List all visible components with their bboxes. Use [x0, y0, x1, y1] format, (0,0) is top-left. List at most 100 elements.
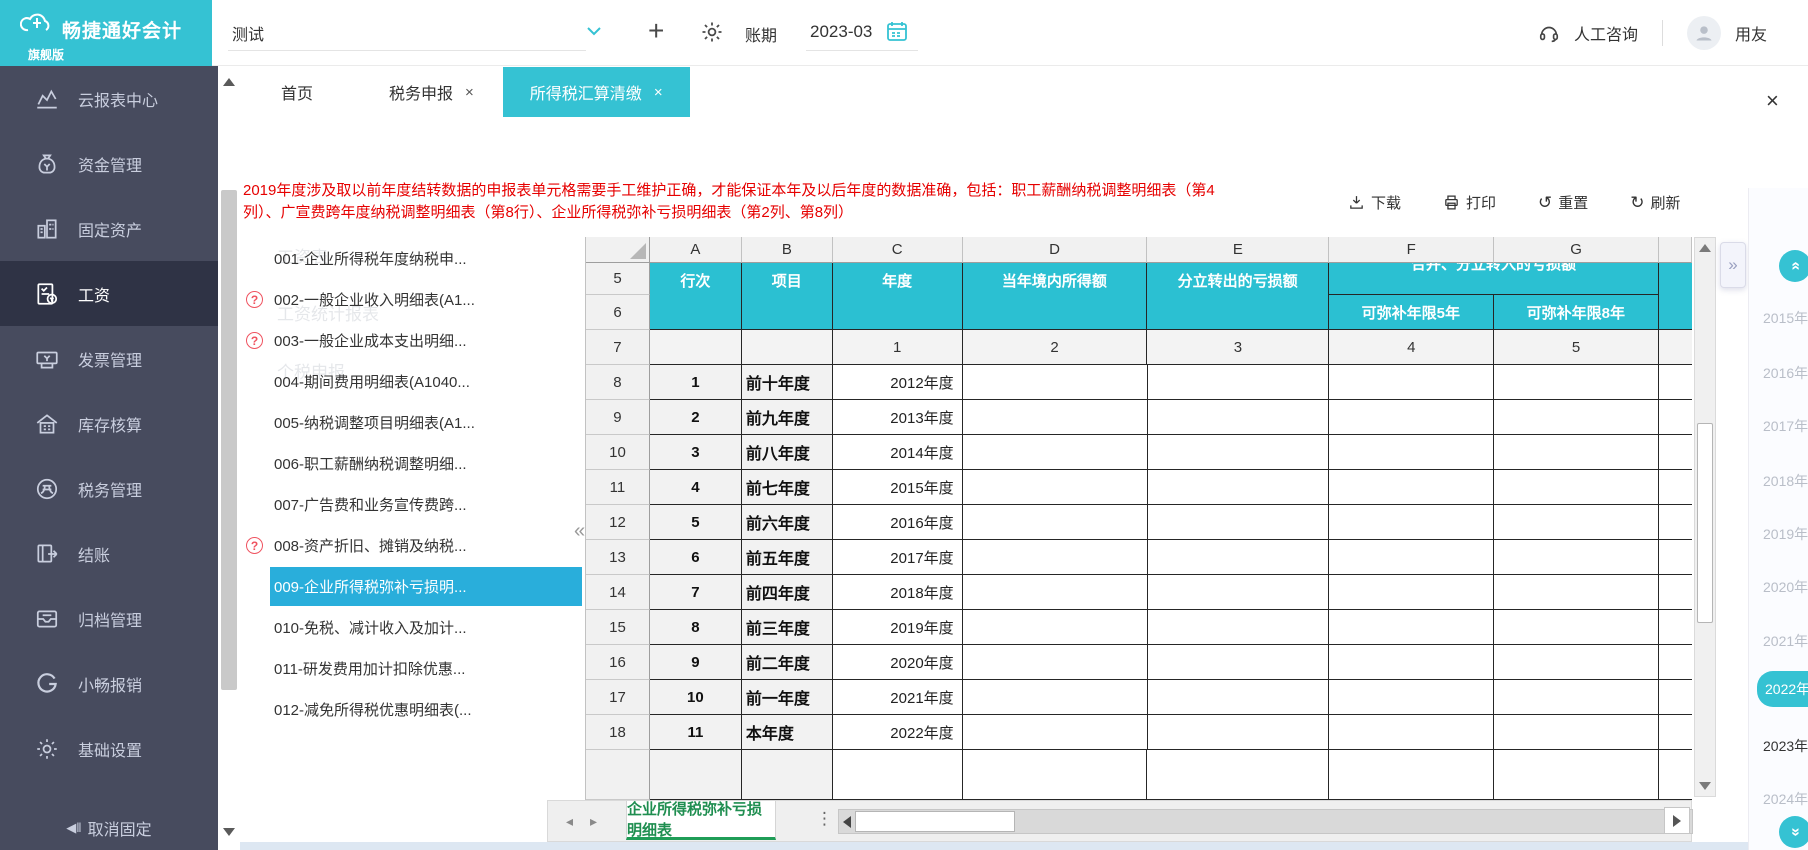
- add-account-button[interactable]: +: [648, 15, 665, 46]
- cell-year[interactable]: 2020年度: [832, 645, 963, 680]
- cell[interactable]: [832, 750, 963, 800]
- list-item[interactable]: 007-广告费和业务宣传费跨...: [240, 484, 582, 525]
- list-item[interactable]: ? 008-资产折旧、摊销及纳税...: [240, 525, 582, 566]
- report-label[interactable]: 005-纳税调整项目明细表(A1...: [274, 415, 475, 432]
- scroll-left-arrow[interactable]: [843, 816, 851, 828]
- report-label[interactable]: 006-职工薪酬纳税调整明细...: [274, 456, 467, 473]
- sidebar-item-archive[interactable]: 归档管理: [0, 586, 218, 651]
- cell-item[interactable]: 前六年度: [741, 505, 833, 540]
- cell-item[interactable]: 前九年度: [741, 400, 833, 435]
- cell[interactable]: [1147, 435, 1330, 470]
- cell[interactable]: [962, 715, 1148, 750]
- human-help-link[interactable]: 人工咨询: [1574, 27, 1639, 44]
- report-label[interactable]: 002-一般企业收入明细表(A1...: [274, 292, 475, 309]
- cell-item[interactable]: 前二年度: [741, 645, 833, 680]
- cell[interactable]: [962, 365, 1148, 400]
- cell-item[interactable]: 本年度: [741, 715, 833, 750]
- cell[interactable]: [1329, 610, 1495, 645]
- help-question-icon[interactable]: ?: [246, 291, 263, 308]
- cell-year[interactable]: 2016年度: [832, 505, 963, 540]
- cell[interactable]: [1147, 715, 1330, 750]
- cell-partial[interactable]: [1659, 400, 1692, 435]
- cell[interactable]: [1329, 365, 1495, 400]
- reset-button[interactable]: ↺ 重置: [1538, 192, 1588, 213]
- grid-vertical-scrollbar[interactable]: [1694, 237, 1716, 797]
- list-item[interactable]: 006-职工薪酬纳税调整明细...: [240, 443, 582, 484]
- cell-item[interactable]: 前十年度: [741, 365, 833, 400]
- cell[interactable]: 5: [1494, 330, 1659, 365]
- help-question-icon[interactable]: ?: [246, 537, 263, 554]
- row-header[interactable]: 17: [586, 680, 650, 715]
- scroll-up-arrow[interactable]: [1699, 244, 1711, 252]
- tab-tax-filing[interactable]: 税务申报 ×: [362, 67, 501, 117]
- sheet-prev-arrow[interactable]: ◂: [566, 813, 574, 829]
- row-header[interactable]: 12: [586, 505, 650, 540]
- report-label[interactable]: 010-免税、减计收入及加计...: [274, 620, 467, 637]
- row-header[interactable]: 11: [586, 470, 650, 505]
- row-header[interactable]: 9: [586, 400, 650, 435]
- cell[interactable]: [962, 645, 1148, 680]
- avatar[interactable]: [1687, 16, 1722, 50]
- cell[interactable]: 2: [962, 330, 1148, 365]
- year-item[interactable]: 2024年: [1763, 791, 1808, 807]
- cell[interactable]: [1147, 470, 1330, 505]
- cell[interactable]: [1147, 400, 1330, 435]
- row-header[interactable]: 14: [586, 575, 650, 610]
- cell-year[interactable]: 2018年度: [832, 575, 963, 610]
- cell[interactable]: [962, 610, 1148, 645]
- list-item[interactable]: 005-纳税调整项目明细表(A1...: [240, 402, 582, 443]
- scrollbar-thumb[interactable]: [1697, 423, 1713, 623]
- cell[interactable]: [1494, 715, 1660, 750]
- close-panel-button[interactable]: ×: [1766, 88, 1779, 113]
- cell-partial[interactable]: [1659, 610, 1692, 645]
- header-cell[interactable]: 行次: [650, 263, 742, 330]
- cell[interactable]: [1494, 680, 1660, 715]
- cell-item[interactable]: 前五年度: [741, 540, 833, 575]
- cell-partial[interactable]: [1659, 645, 1692, 680]
- cell-line[interactable]: 6: [649, 540, 742, 575]
- report-label[interactable]: 009-企业所得税弥补亏损明...: [270, 567, 582, 606]
- cell-line[interactable]: 1: [649, 365, 742, 400]
- cell[interactable]: [1147, 610, 1330, 645]
- cell-year[interactable]: 2019年度: [832, 610, 963, 645]
- cell[interactable]: [1494, 540, 1660, 575]
- cell[interactable]: [962, 680, 1148, 715]
- list-item[interactable]: 001-企业所得税年度纳税申...: [240, 238, 582, 279]
- cell[interactable]: [1494, 470, 1660, 505]
- cell-partial[interactable]: [1659, 540, 1692, 575]
- year-item[interactable]: 2023年: [1763, 738, 1808, 754]
- list-item-selected[interactable]: 009-企业所得税弥补亏损明...: [240, 566, 582, 607]
- cell-partial[interactable]: [1659, 365, 1692, 400]
- cell-year[interactable]: 2014年度: [832, 435, 963, 470]
- cell-line[interactable]: 10: [649, 680, 742, 715]
- cell[interactable]: [1494, 750, 1659, 800]
- years-scroll-down-button[interactable]: «: [1779, 816, 1808, 848]
- sidebar-item-inventory[interactable]: 库存核算: [0, 391, 218, 456]
- list-item[interactable]: ? 003-一般企业成本支出明细...: [240, 320, 582, 361]
- sidebar-item-funds[interactable]: 资金管理: [0, 131, 218, 196]
- cell[interactable]: 1: [832, 330, 963, 365]
- cell[interactable]: [1494, 435, 1660, 470]
- close-icon[interactable]: ×: [465, 83, 474, 101]
- row-header[interactable]: 13: [586, 540, 650, 575]
- cell[interactable]: [962, 470, 1148, 505]
- cell-year[interactable]: 2021年度: [832, 680, 963, 715]
- close-icon[interactable]: ×: [653, 83, 663, 101]
- cell[interactable]: [1494, 505, 1660, 540]
- scroll-down-arrow[interactable]: [1699, 782, 1711, 790]
- tab-income-tax-settlement[interactable]: 所得税汇算清缴 ×: [502, 67, 690, 117]
- sidebar-item-payroll[interactable]: 工资: [0, 261, 218, 326]
- sidebar-item-guide[interactable]: 新手引导: [0, 781, 218, 805]
- scrollbar-thumb[interactable]: [221, 190, 237, 690]
- list-item[interactable]: 010-免税、减计收入及加计...: [240, 607, 582, 648]
- cell-item[interactable]: 前四年度: [741, 575, 833, 610]
- tab-home[interactable]: 首页: [254, 67, 340, 117]
- download-button[interactable]: 下载: [1348, 192, 1401, 213]
- sidebar-item-tax[interactable]: 税务管理: [0, 456, 218, 521]
- cell[interactable]: [1329, 575, 1495, 610]
- sidebar-item-cloud-reports[interactable]: 云报表中心: [0, 66, 218, 131]
- scroll-down-arrow[interactable]: [223, 828, 235, 836]
- column-letter[interactable]: G: [1494, 237, 1659, 263]
- column-letter[interactable]: D: [962, 237, 1148, 263]
- row-header[interactable]: 18: [586, 715, 650, 750]
